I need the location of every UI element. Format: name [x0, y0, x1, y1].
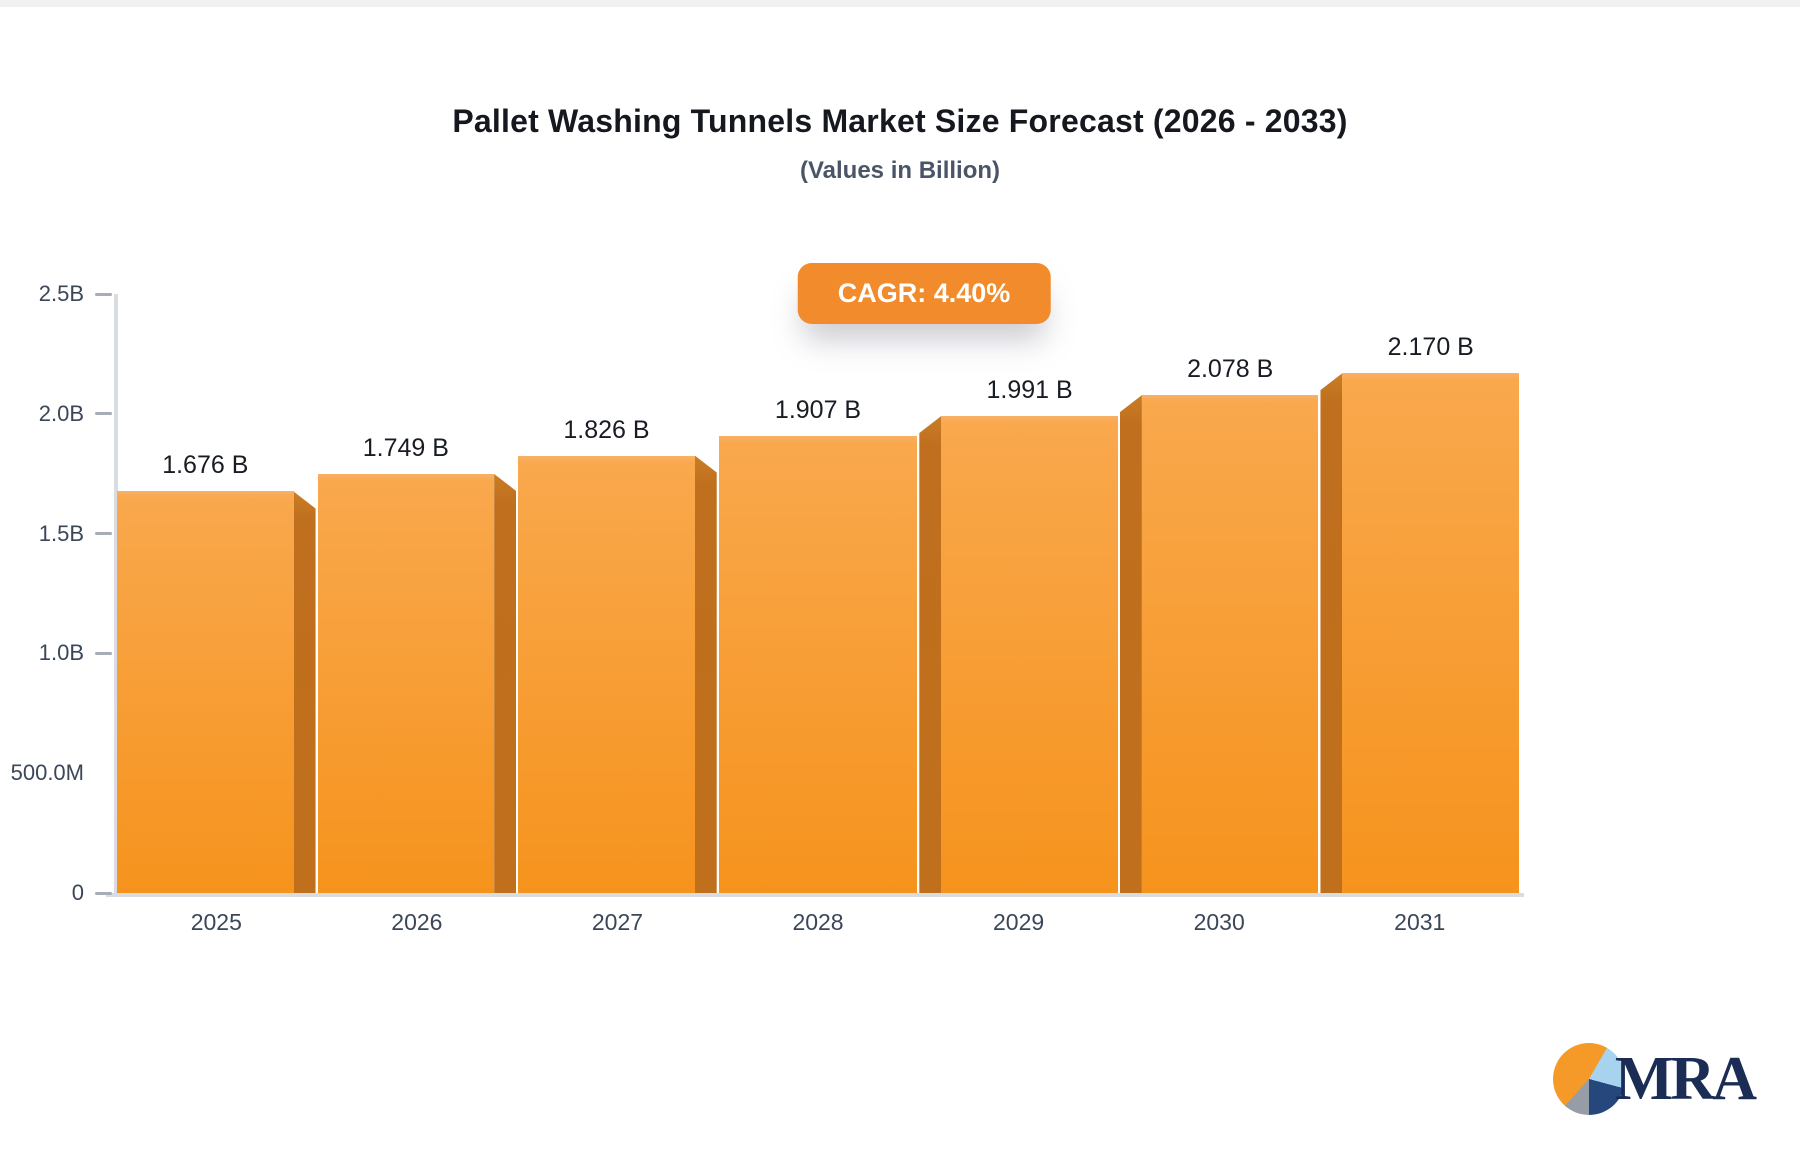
bar-front-face-2029	[941, 415, 1118, 893]
y-axis: 0 500.0M 1.0B 1.5B 2.0B 2.5B	[0, 281, 114, 905]
x-axis-line	[106, 893, 1524, 897]
bar-value-label-2031: 2.170 B	[1387, 333, 1474, 362]
x-tick-label-2029: 2029	[993, 909, 1045, 935]
x-tick-label-2027: 2027	[591, 909, 644, 935]
bar-slot-2027: 1.826 B	[517, 294, 718, 893]
y-tick-label-5: 2.5B	[38, 281, 84, 306]
brand-logo-text: MRA	[1614, 1045, 1757, 1113]
bar-side-face-2031	[1320, 373, 1343, 893]
bar-2025	[117, 491, 316, 893]
plot-area: 1.676 B 1.749 B 1.826 B 1.907 B 1.991 B 2.078…	[116, 294, 1520, 893]
bar-slot-2030: 2.078 B	[1119, 294, 1320, 893]
cagr-badge: CAGR: 4.40%	[797, 263, 1051, 324]
bar-front-face-2026	[317, 473, 495, 893]
pie-chart-logo-icon	[1552, 1043, 1625, 1115]
bar-front-face-2031	[1342, 373, 1520, 893]
bar-slot-2029: 1.991 B	[918, 294, 1119, 893]
bar-front-face-2028	[718, 436, 918, 893]
bar-front-face-2027	[518, 455, 695, 893]
bar-side-face-2027	[694, 455, 717, 893]
y-tick-mark-3	[95, 532, 112, 536]
bar-value-label-2029: 1.991 B	[986, 375, 1073, 404]
y-tick-mark-4	[95, 412, 112, 416]
bar-slot-2031: 2.170 B	[1319, 294, 1520, 893]
bar-value-label-2030: 2.078 B	[1187, 355, 1274, 384]
y-tick-label-4: 2.0B	[38, 400, 84, 426]
y-tick-mark-0	[95, 891, 112, 895]
bar-side-face-2025	[293, 491, 316, 893]
bar-2027	[518, 455, 717, 893]
bar-2026	[317, 473, 517, 893]
bar-chart: 0 500.0M 1.0B 1.5B 2.0B 2.5B 1.676 B 1.749 B 1.…	[0, 7, 1800, 1156]
bar-value-label-2026: 1.749 B	[362, 433, 449, 462]
bar-2028	[718, 436, 918, 893]
bar-2030	[1119, 395, 1319, 893]
y-tick-label-3: 1.5B	[38, 520, 84, 546]
bar-2029	[919, 415, 1118, 893]
x-tick-label-2031: 2031	[1394, 909, 1446, 935]
bar-slot-2025: 1.676 B	[116, 294, 317, 893]
bar-value-label-2025: 1.676 B	[162, 451, 249, 480]
brand-logo: MRA	[1552, 1043, 1757, 1115]
chart-title: Pallet Washing Tunnels Market Size Forec…	[452, 103, 1348, 139]
x-tick-label-2026: 2026	[391, 909, 443, 935]
bar-side-face-2029	[919, 415, 942, 893]
bar-side-face-2030	[1119, 395, 1142, 893]
y-tick-label-1: 500.0M	[10, 760, 84, 786]
bar-front-face-2030	[1141, 395, 1319, 893]
bar-side-face-2026	[494, 473, 517, 893]
y-tick-mark-2	[95, 651, 112, 655]
bar-value-label-2027: 1.826 B	[563, 415, 650, 444]
y-axis-line	[114, 294, 118, 897]
bar-2031	[1320, 373, 1520, 893]
x-axis: 2025 2026 2027 2028 2029 2030 2031	[116, 909, 1520, 936]
x-tick-label-2025: 2025	[190, 909, 242, 935]
cagr-badge-label: CAGR: 4.40%	[837, 278, 1011, 308]
x-tick-label-2030: 2030	[1193, 909, 1245, 935]
chart-subtitle: (Values in Billion)	[799, 157, 1001, 184]
bar-front-face-2025	[117, 491, 294, 893]
y-tick-label-0: 0	[71, 880, 84, 905]
y-tick-label-2: 1.0B	[38, 640, 84, 666]
x-tick-label-2028: 2028	[792, 909, 844, 935]
bar-slot-2028: 1.907 B	[718, 294, 919, 893]
bar-slot-2026: 1.749 B	[317, 294, 518, 893]
y-tick-mark-5	[95, 292, 112, 296]
bar-value-label-2028: 1.907 B	[774, 396, 862, 425]
